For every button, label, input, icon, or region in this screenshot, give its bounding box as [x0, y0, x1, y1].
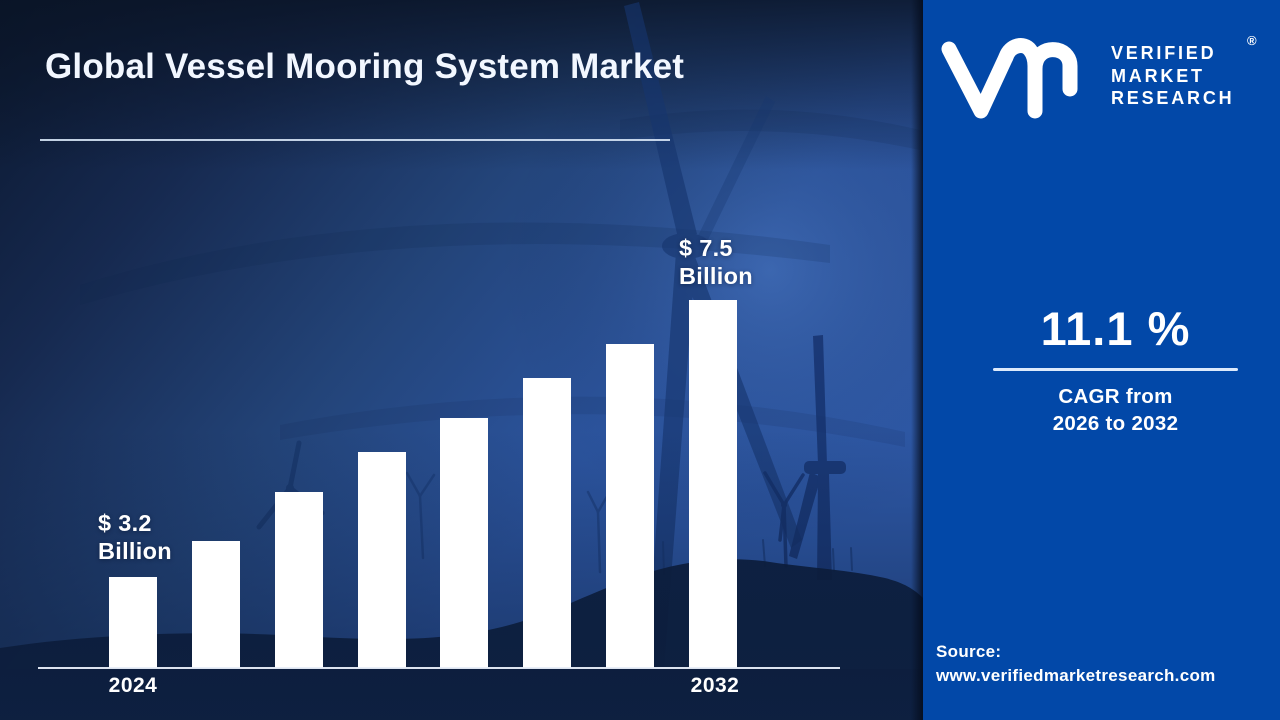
logo-word-market: MARKET	[1111, 65, 1205, 86]
last-bar-value-line1: $ 7.5	[679, 235, 733, 261]
bar-year-3	[275, 492, 323, 668]
cagr-value: 11.1 %	[1040, 302, 1191, 355]
last-bar-value-label: $ 7.5 Billion	[679, 234, 753, 290]
x-tick-2032: 2032	[690, 674, 740, 697]
logo-wordmark: VERIFIED MARKET RESEARCH	[1111, 42, 1234, 110]
source-label: Source:	[936, 642, 1002, 661]
chart-area: Global Vessel Mooring System Market $ 3.…	[0, 0, 923, 720]
cagr-label-line1: CAGR from	[1058, 385, 1173, 408]
bar-year-5	[440, 418, 488, 668]
x-axis-line	[38, 667, 840, 669]
sky-top-shade	[0, 0, 923, 170]
cagr-block: 11.1 % CAGR from 2026 to 2032	[993, 301, 1238, 437]
registered-trademark-icon: ®	[1247, 33, 1257, 48]
source-url[interactable]: www.verifiedmarketresearch.com	[936, 665, 1216, 685]
bar-year-2	[192, 541, 240, 668]
panel-edge-shadow	[911, 0, 923, 720]
bar-chart: $ 3.2 Billion $ 7.5 Billion 2024 2032	[38, 234, 840, 697]
logo-word-research: RESEARCH	[1111, 88, 1235, 108]
bar-year-7	[606, 344, 654, 668]
source-block: Source: www.verifiedmarketresearch.com	[936, 640, 1216, 687]
bar-2024	[109, 577, 157, 668]
cagr-label-line2: 2026 to 2032	[1052, 411, 1179, 435]
bar-year-6	[523, 378, 571, 668]
first-bar-value-line2: Billion	[98, 538, 172, 564]
logo-word-verified: VERIFIED	[1111, 43, 1217, 63]
first-bar-value-label: $ 3.2 Billion	[98, 509, 172, 565]
page-title: Global Vessel Mooring System Market	[45, 47, 685, 86]
first-bar-value-line1: $ 3.2	[98, 510, 152, 536]
cagr-label: CAGR from 2026 to 2032	[993, 384, 1238, 437]
cagr-divider	[993, 368, 1238, 371]
brand-panel: VERIFIED MARKET RESEARCH ® 11.1 % CAGR f…	[923, 0, 1280, 720]
x-tick-2024: 2024	[108, 674, 158, 697]
vmr-logo-icon	[941, 38, 1078, 119]
title-underline	[40, 139, 670, 141]
bar-2032	[689, 300, 737, 668]
last-bar-value-line2: Billion	[679, 263, 753, 289]
bar-year-4	[358, 452, 406, 668]
